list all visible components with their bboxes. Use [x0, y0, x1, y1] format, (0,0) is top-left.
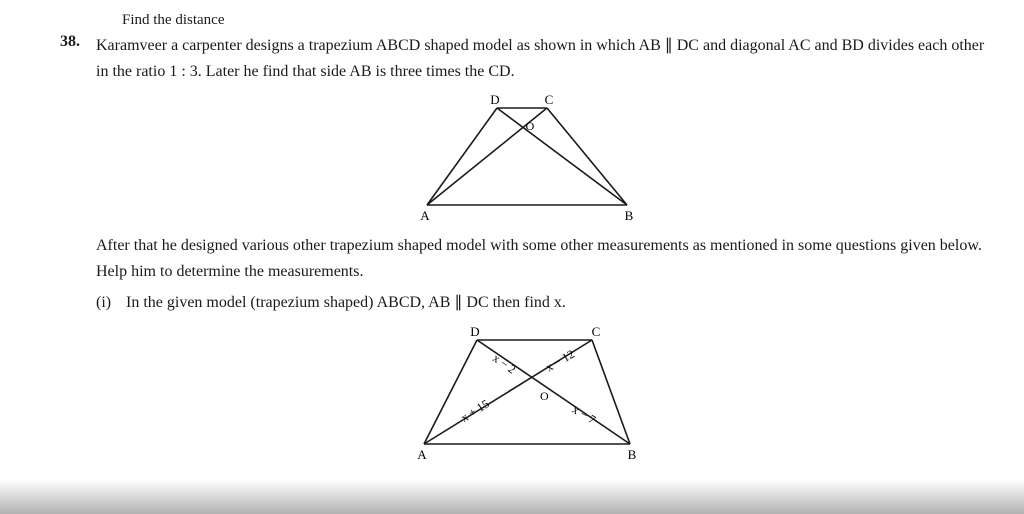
label-D: D — [490, 92, 499, 107]
label-A: A — [420, 208, 430, 223]
label-A2: A — [417, 447, 427, 462]
continuation-text: After that he designed various other tra… — [96, 233, 994, 284]
label-B: B — [625, 208, 634, 223]
trapezium-figure-1: A B C D O — [387, 90, 667, 225]
question-number: 38. — [60, 33, 86, 84]
previous-question-fragment: Find the distance — [122, 12, 994, 29]
sub-question-number: (i) — [96, 290, 118, 316]
question-text: Karamveer a carpenter designs a trapeziu… — [96, 33, 994, 84]
seg-OD: x − 2 — [490, 351, 518, 377]
seg-OA: x + 15 — [458, 396, 492, 424]
label-D2: D — [470, 324, 479, 339]
question-block: 38. Karamveer a carpenter designs a trap… — [60, 33, 994, 84]
figure-1-container: A B C D O — [60, 90, 994, 225]
label-O: O — [526, 119, 535, 133]
seg-OC: x − 12 — [543, 347, 577, 375]
label-B2: B — [628, 447, 637, 462]
sub-question-text: In the given model (trapezium shaped) AB… — [126, 290, 566, 316]
label-O2: O — [540, 389, 549, 403]
label-C: C — [545, 92, 554, 107]
trapezium-figure-2: A B C D O x − 2 x − 12 x + 15 x − 7 — [382, 322, 672, 462]
label-C2: C — [592, 324, 601, 339]
figure-2-container: A B C D O x − 2 x − 12 x + 15 x − 7 — [60, 322, 994, 462]
sub-question-i: (i) In the given model (trapezium shaped… — [96, 290, 994, 316]
seg-OB: x − 7 — [570, 402, 598, 427]
